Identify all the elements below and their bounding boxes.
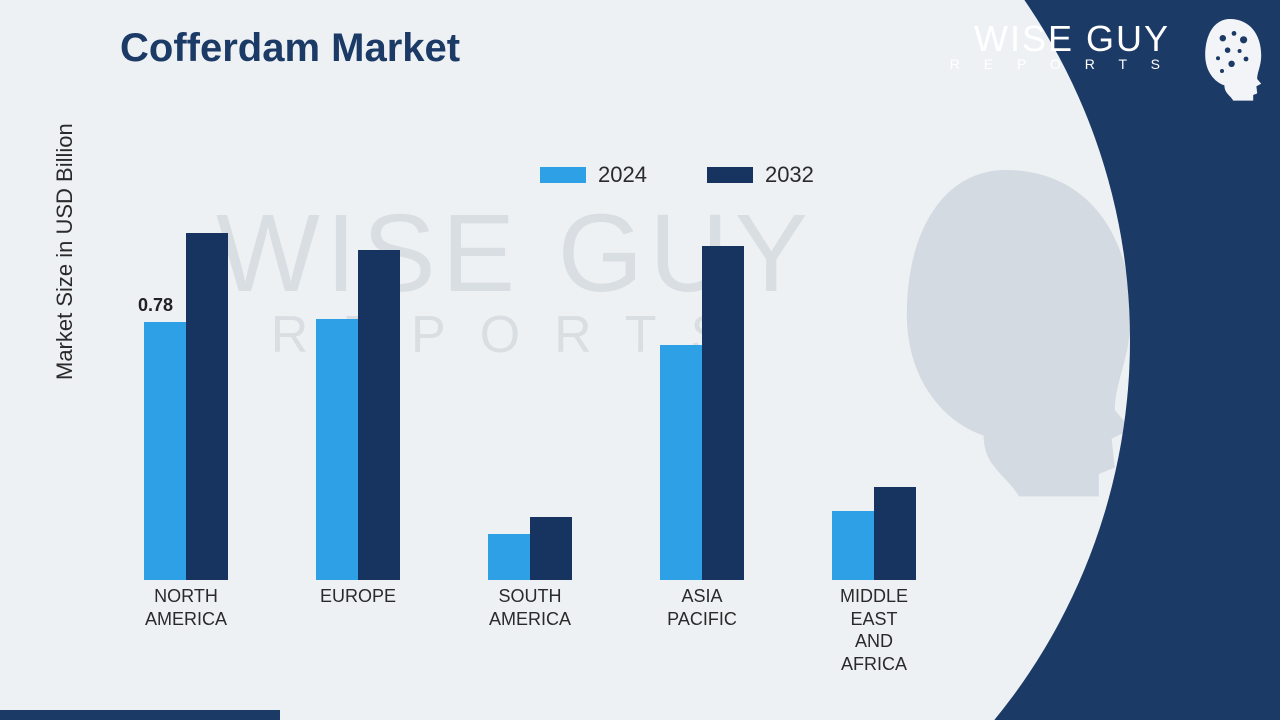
- x-category-label: ASIAPACIFIC: [616, 585, 788, 630]
- legend-item-2032: 2032: [707, 162, 814, 188]
- legend-swatch-2032: [707, 167, 753, 183]
- legend-label-2032: 2032: [765, 162, 814, 188]
- bar: [832, 511, 874, 580]
- bar: [702, 246, 744, 580]
- plot-area: 0.78: [100, 190, 960, 580]
- brand-line1: WISE GUY: [950, 18, 1170, 60]
- y-axis-label: Market Size in USD Billion: [52, 123, 78, 380]
- x-category-label: SOUTHAMERICA: [444, 585, 616, 630]
- bar-group: [272, 190, 444, 580]
- legend-item-2024: 2024: [540, 162, 647, 188]
- legend-label-2024: 2024: [598, 162, 647, 188]
- brand-line2: R E P O R T S: [950, 56, 1170, 72]
- logo-head-icon: [1186, 14, 1266, 104]
- legend-swatch-2024: [540, 167, 586, 183]
- chart-area: 0.78: [100, 190, 960, 580]
- legend: 2024 2032: [540, 162, 814, 188]
- x-category-label: MIDDLEEASTANDAFRICA: [788, 585, 960, 675]
- bar-group: 0.78: [100, 190, 272, 580]
- bar: [660, 345, 702, 580]
- x-category-label: NORTHAMERICA: [100, 585, 272, 630]
- footer-accent-bar: [0, 710, 280, 720]
- chart-title: Cofferdam Market: [120, 26, 460, 71]
- bar: [316, 319, 358, 580]
- bar-group: [616, 190, 788, 580]
- bar-group: [788, 190, 960, 580]
- page: WISE GUY REPORTS WISE GUY R E P O R T S …: [0, 0, 1280, 720]
- bar: [530, 517, 572, 580]
- bar: [488, 534, 530, 580]
- bar-value-label: 0.78: [138, 295, 173, 316]
- bar: [874, 487, 916, 580]
- bar: [144, 322, 186, 580]
- x-category-label: EUROPE: [272, 585, 444, 608]
- bar-group: [444, 190, 616, 580]
- bar: [358, 250, 400, 581]
- bar: [186, 233, 228, 580]
- brand-logo: WISE GUY R E P O R T S: [950, 18, 1170, 72]
